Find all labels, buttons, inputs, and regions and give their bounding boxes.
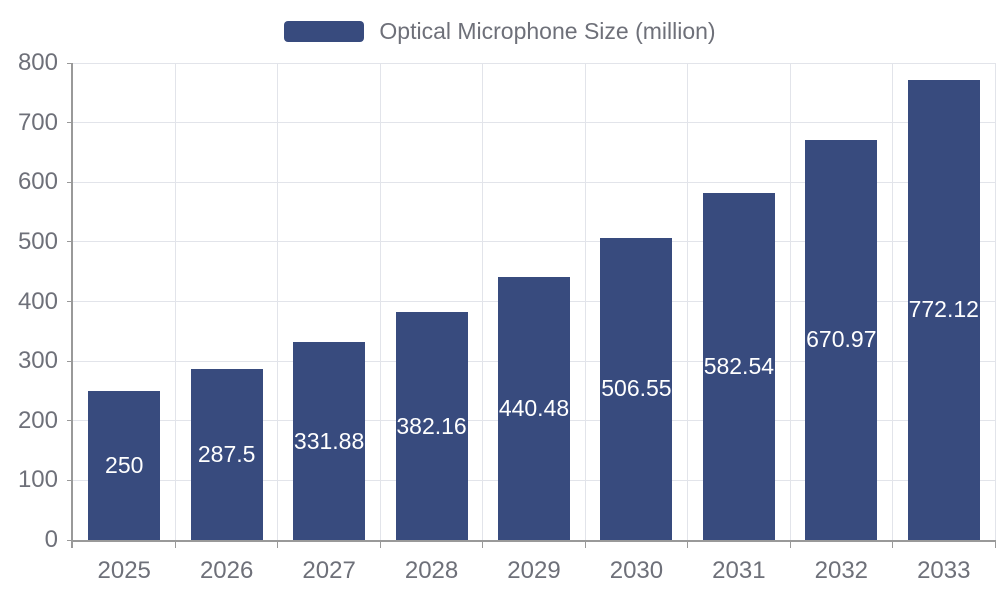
bar-value-label: 382.16 bbox=[396, 412, 467, 439]
x-axis-tick-label: 2030 bbox=[609, 557, 664, 584]
x-axis-tick bbox=[277, 540, 279, 548]
gridline-vertical bbox=[789, 63, 791, 540]
bar-value-label: 331.88 bbox=[293, 427, 365, 454]
y-axis-tick-label: 200 bbox=[17, 406, 58, 434]
x-axis-tick-label: 2027 bbox=[302, 557, 356, 584]
y-axis-tick bbox=[67, 360, 73, 362]
bar-value-label: 506.55 bbox=[601, 375, 672, 402]
gridline-vertical bbox=[687, 63, 689, 540]
y-axis-tick-label: 0 bbox=[44, 526, 58, 553]
bar[interactable]: 440.48 bbox=[498, 277, 570, 540]
x-axis-tick-label: 2025 bbox=[97, 557, 151, 584]
legend-item[interactable]: Optical Microphone Size (million) bbox=[0, 17, 1000, 45]
x-axis-tick-label: 2031 bbox=[712, 557, 766, 584]
y-axis-tick-label: 500 bbox=[17, 227, 58, 255]
gridline-vertical bbox=[174, 63, 176, 540]
y-axis-tick bbox=[67, 241, 73, 243]
x-axis-tick bbox=[584, 540, 586, 548]
x-axis-tick bbox=[379, 540, 381, 548]
bar[interactable]: 670.97 bbox=[805, 139, 878, 540]
y-axis-tick-label: 100 bbox=[17, 466, 58, 494]
legend-label: Optical Microphone Size (million) bbox=[379, 18, 716, 44]
y-axis-tick-label: 600 bbox=[17, 168, 58, 196]
x-axis-tick bbox=[789, 540, 791, 548]
gridline-vertical bbox=[482, 63, 484, 540]
bar-value-label: 582.54 bbox=[703, 352, 775, 379]
bar-value-label: 440.48 bbox=[498, 395, 570, 422]
gridline-horizontal bbox=[73, 181, 995, 183]
gridline-vertical bbox=[892, 63, 894, 540]
bar-value-label: 287.5 bbox=[197, 440, 256, 467]
x-axis-tick bbox=[482, 540, 484, 548]
bar-value-label: 670.97 bbox=[806, 326, 877, 353]
x-axis-tick bbox=[994, 540, 996, 548]
y-axis-tick bbox=[67, 301, 73, 302]
y-axis-tick bbox=[67, 122, 73, 124]
bar-value-label: 250 bbox=[105, 451, 144, 478]
y-axis-tick bbox=[67, 62, 73, 64]
gridline-horizontal bbox=[73, 62, 995, 64]
x-axis-tick-label: 2028 bbox=[404, 557, 459, 584]
x-axis-tick-label: 2029 bbox=[507, 557, 561, 584]
x-axis-tick bbox=[174, 540, 176, 548]
gridline-horizontal bbox=[73, 241, 995, 243]
bar[interactable]: 331.88 bbox=[293, 342, 366, 540]
bar-value-label: 772.12 bbox=[908, 296, 979, 323]
x-axis-tick bbox=[892, 540, 894, 548]
gridline-vertical bbox=[379, 63, 381, 540]
y-axis-tick-label: 300 bbox=[17, 347, 58, 375]
gridline-horizontal bbox=[73, 122, 995, 124]
y-axis-tick bbox=[67, 479, 73, 481]
gridline-vertical bbox=[277, 63, 279, 540]
y-axis-tick-label: 400 bbox=[17, 287, 58, 315]
y-axis-tick bbox=[67, 181, 73, 183]
x-axis-tick-label: 2026 bbox=[199, 557, 254, 584]
bar[interactable]: 287.5 bbox=[190, 368, 263, 540]
y-axis-line bbox=[71, 63, 73, 548]
bar[interactable]: 582.54 bbox=[702, 192, 775, 540]
bar[interactable]: 506.55 bbox=[600, 237, 673, 540]
x-axis-line bbox=[71, 540, 995, 542]
x-axis-tick-label: 2032 bbox=[814, 557, 869, 584]
y-axis-tick bbox=[67, 539, 73, 541]
bar[interactable]: 772.12 bbox=[907, 79, 980, 540]
gridline-vertical bbox=[584, 63, 586, 540]
y-axis-tick-label: 700 bbox=[17, 108, 58, 136]
legend-swatch-icon bbox=[284, 20, 365, 42]
y-axis-tick-label: 800 bbox=[17, 49, 58, 76]
x-axis-tick-label: 2033 bbox=[917, 557, 971, 584]
bar[interactable]: 382.16 bbox=[395, 312, 468, 540]
gridline-vertical bbox=[994, 63, 996, 540]
y-axis-tick bbox=[67, 420, 73, 422]
x-axis-tick bbox=[687, 540, 689, 548]
bar[interactable]: 250 bbox=[88, 390, 161, 540]
